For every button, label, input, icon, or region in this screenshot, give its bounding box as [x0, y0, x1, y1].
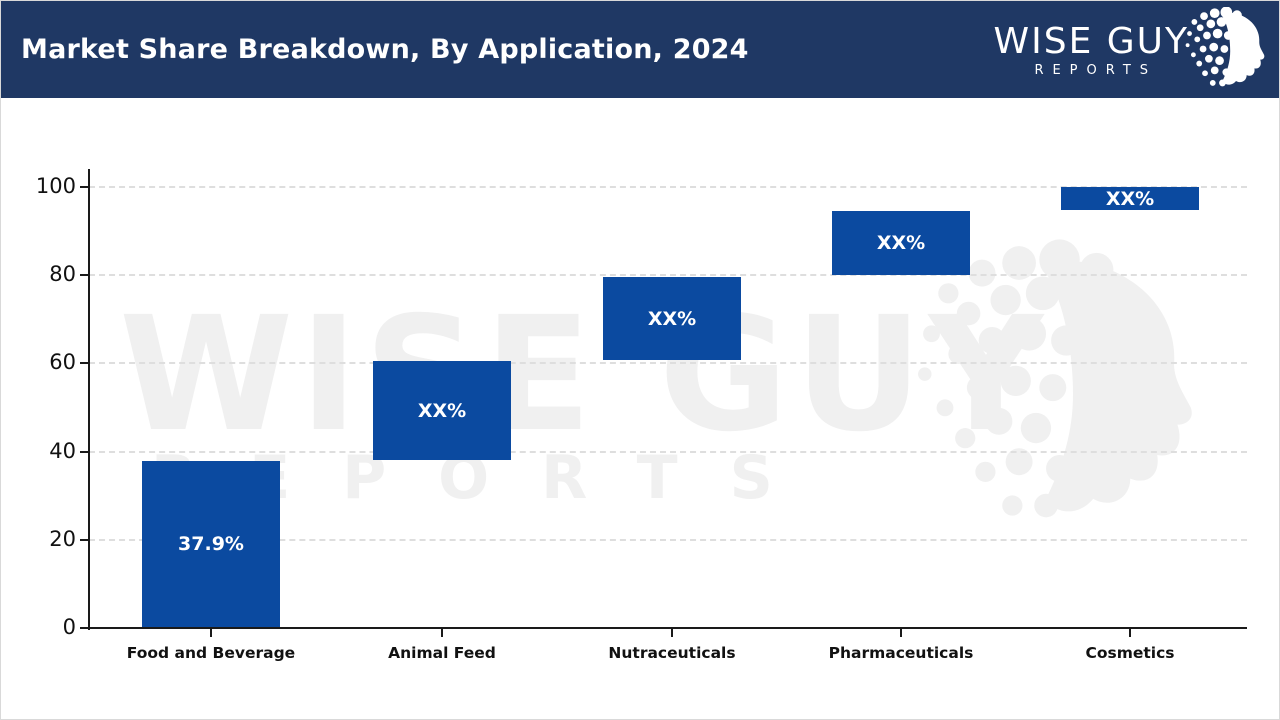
x-tick: [1129, 629, 1131, 637]
gridline-40: [89, 450, 1247, 453]
y-tick-20: [80, 538, 88, 541]
logo-wordmark: WISE GUY: [993, 20, 1189, 62]
y-tick-0: [80, 627, 88, 629]
x-tick: [441, 629, 443, 637]
y-tick-80: [80, 274, 88, 277]
gridline-80: [89, 274, 1247, 277]
logo-text: WISE GUY REPORTS: [993, 20, 1190, 78]
y-tick-60: [80, 362, 88, 365]
category-label: Animal Feed: [388, 644, 496, 662]
logo-subtitle: REPORTS: [1034, 62, 1158, 78]
y-tick-label: 60: [49, 350, 76, 375]
watermark-head-icon: [918, 239, 1192, 518]
chart-title: Market Share Breakdown, By Application, …: [21, 34, 749, 65]
y-tick-label: 0: [62, 615, 76, 639]
x-tick: [900, 629, 902, 637]
x-tick: [210, 629, 212, 637]
y-tick-label: 80: [49, 262, 76, 287]
bar-value-label: XX%: [647, 307, 697, 330]
category-label: Food and Beverage: [126, 644, 296, 662]
bar-value-label: XX%: [417, 399, 467, 422]
gridline-60: [89, 362, 1247, 365]
logo-head-icon: [1185, 7, 1265, 87]
bar-animal-feed: XX%: [373, 361, 511, 460]
bar-pharmaceuticals: XX%: [832, 211, 970, 276]
bar-cosmetics: XX%: [1061, 187, 1199, 211]
gridline-100: [89, 186, 1247, 188]
bar-value-label: 37.9%: [178, 533, 244, 556]
y-tick-label: 40: [49, 438, 76, 463]
waterfall-chart: 0 20 40 60 80 100 37.9% Food and Beverage XX% Ani…: [1, 98, 1279, 719]
y-tick-label: 20: [49, 526, 76, 551]
y-tick-40: [80, 450, 88, 453]
y-tick-label: 100: [35, 174, 76, 198]
gridline-20: [89, 538, 1247, 541]
watermark-wordmark: WISE GUY: [119, 283, 1050, 467]
x-tick: [671, 629, 673, 637]
x-axis-line: [88, 627, 1247, 629]
y-tick-100: [80, 186, 88, 188]
wise-guy-logo: WISE GUY REPORTS: [994, 7, 1268, 93]
bar-value-label: XX%: [1105, 187, 1155, 210]
category-label: Cosmetics: [1085, 644, 1175, 662]
category-label: Nutraceuticals: [608, 644, 736, 662]
header-band: Market Share Breakdown, By Application, …: [1, 1, 1279, 98]
bar-value-label: XX%: [876, 232, 926, 255]
bar-nutraceuticals: XX%: [603, 277, 741, 361]
category-label: Pharmaceuticals: [828, 644, 974, 662]
bar-food-and-beverage: 37.9%: [142, 460, 280, 628]
y-axis-line: [88, 169, 90, 630]
